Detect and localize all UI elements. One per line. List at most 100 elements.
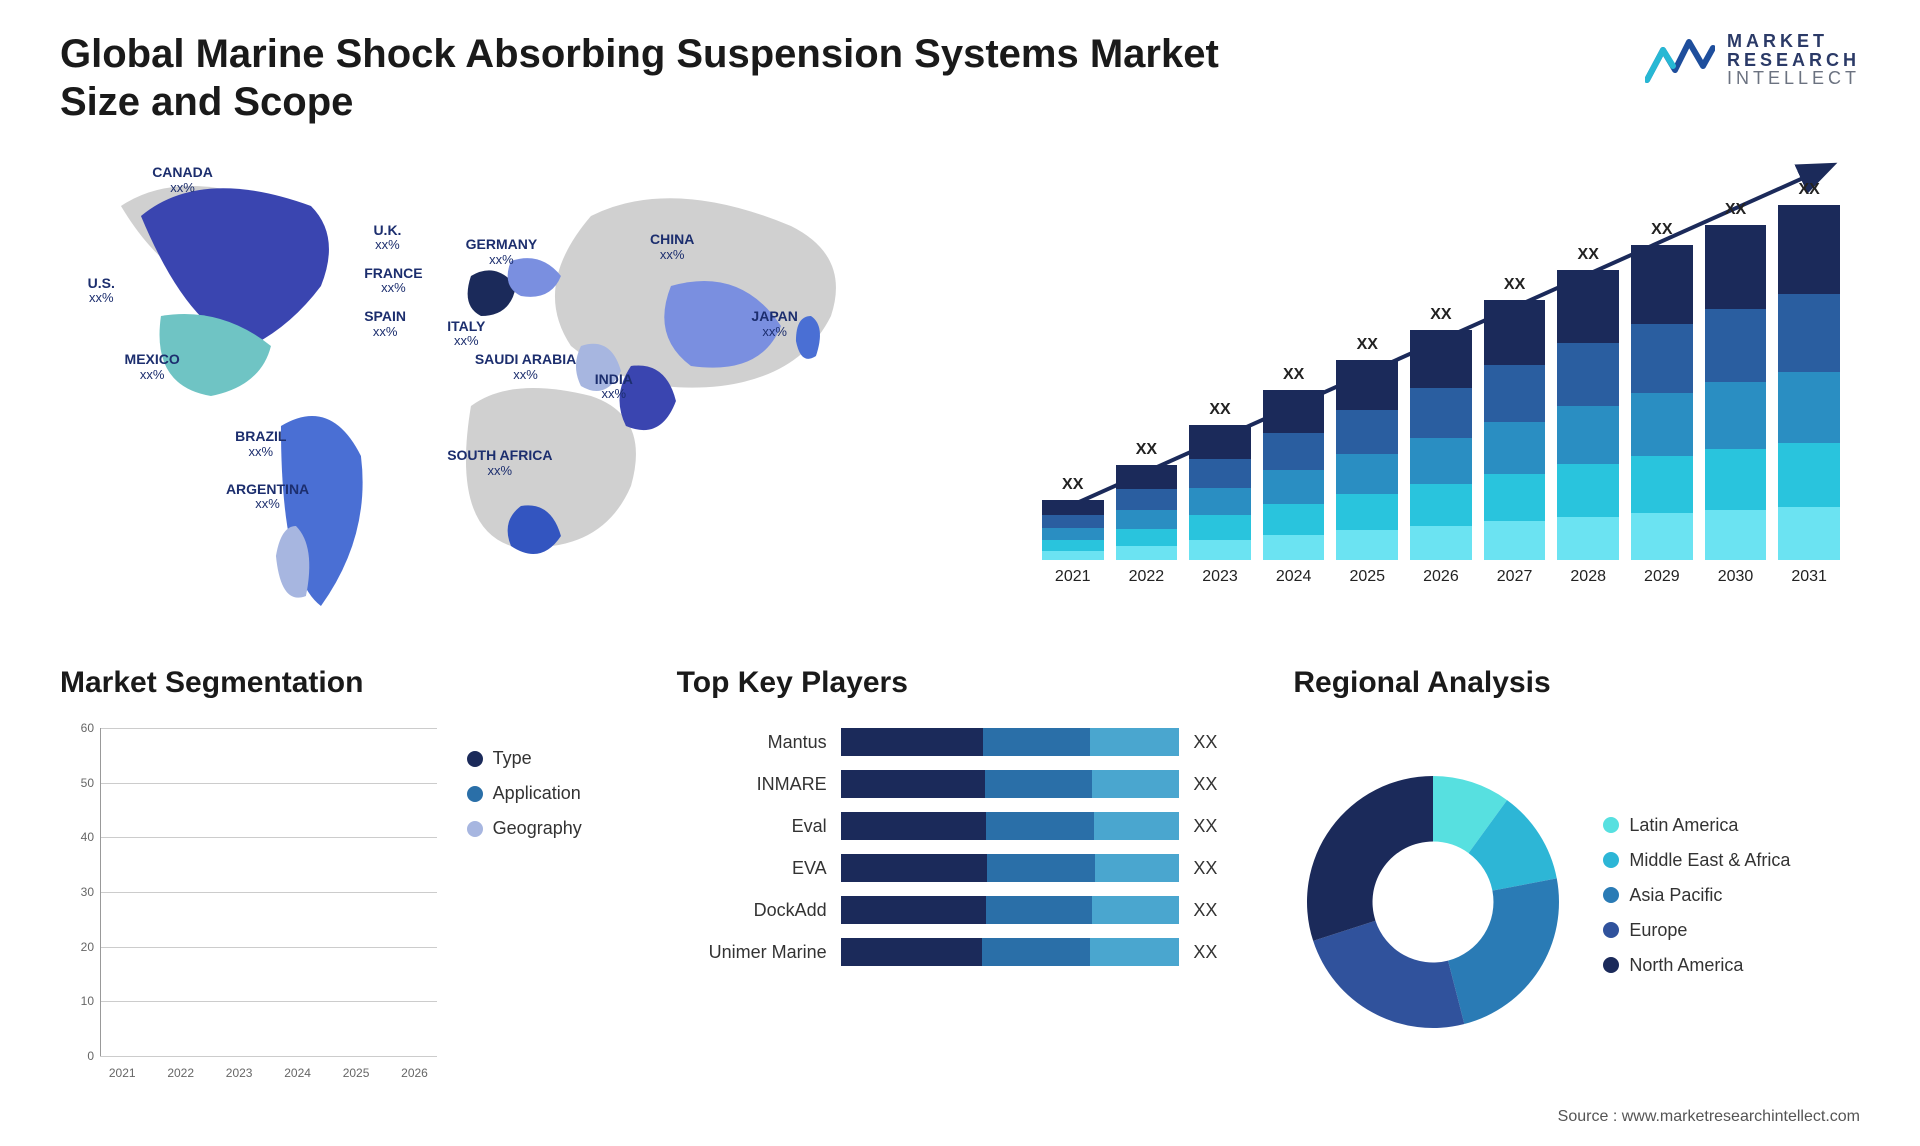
map-label: ITALYxx% [447,319,485,349]
kp-bar-segment [987,854,1095,882]
growth-bar-value: XX [1504,276,1525,294]
kp-bar-segment [841,770,985,798]
regional-donut [1293,762,1573,1042]
growth-bar-column: XX2030 [1705,201,1767,586]
seg-y-tick: 30 [60,885,94,899]
growth-bar-value: XX [1136,441,1157,459]
kp-bar-segment [982,938,1090,966]
growth-bar-segment [1263,535,1325,561]
seg-y-tick: 0 [60,1049,94,1063]
map-label: SAUDI ARABIAxx% [475,352,576,382]
growth-bar-year: 2031 [1791,568,1827,586]
legend-label: North America [1629,955,1743,976]
growth-bar-segment [1557,464,1619,516]
growth-bar-segment [1336,410,1398,454]
growth-bar-segment [1631,393,1693,456]
logo-line1: MARKET [1727,32,1860,51]
growth-bar-value: XX [1651,221,1672,239]
growth-bar-year: 2022 [1129,568,1165,586]
growth-bar-segment [1263,504,1325,535]
seg-x-tick: 2021 [100,1066,144,1080]
world-map-svg [60,146,982,626]
growth-bar-segment [1042,551,1104,560]
legend-label: Europe [1629,920,1687,941]
growth-bar-segment [1778,372,1840,443]
growth-bar-column: XX2026 [1410,306,1472,586]
seg-x-tick: 2022 [158,1066,202,1080]
growth-bar-segment [1042,500,1104,515]
growth-bar-segment [1116,529,1178,546]
growth-bar-year: 2029 [1644,568,1680,586]
growth-bar-segment [1631,456,1693,513]
kp-row: DockAddXX [677,896,1244,924]
regional-title: Regional Analysis [1293,666,1860,700]
growth-bar-segment [1116,489,1178,510]
growth-bar-value: XX [1798,181,1819,199]
kp-bar-segment [841,896,986,924]
donut-slice [1448,878,1559,1024]
growth-bar-segment [1484,300,1546,365]
kp-bar [841,896,1180,924]
growth-bar-value: XX [1062,476,1083,494]
donut-legend-item: Latin America [1603,815,1860,836]
kp-bar [841,770,1180,798]
growth-bar-segment [1484,422,1546,474]
kp-bar-segment [985,770,1092,798]
growth-bar-segment [1705,382,1767,449]
kp-bar-segment [1090,728,1179,756]
kp-name: Unimer Marine [677,942,827,963]
kp-bar [841,938,1180,966]
legend-label: Middle East & Africa [1629,850,1790,871]
seg-x-tick: 2025 [334,1066,378,1080]
growth-bar-segment [1189,459,1251,489]
growth-bars: XX2021XX2022XX2023XX2024XX2025XX2026XX20… [1042,176,1840,586]
growth-bar-segment [1484,365,1546,422]
growth-bar-segment [1705,225,1767,309]
growth-bar-year: 2025 [1349,568,1385,586]
kp-row: Unimer MarineXX [677,938,1244,966]
kp-value: XX [1193,774,1243,795]
legend-dot-icon [1603,852,1619,868]
growth-bar-segment [1042,540,1104,551]
map-label: CANADAxx% [152,165,213,195]
growth-bar-segment [1336,360,1398,410]
key-players-title: Top Key Players [677,666,1244,700]
growth-bar-segment [1189,425,1251,459]
kp-bar-segment [1095,854,1180,882]
growth-bar-segment [1410,484,1472,525]
seg-y-tick: 10 [60,994,94,1008]
legend-label: Geography [493,818,582,839]
kp-bar-segment [983,728,1090,756]
kp-value: XX [1193,732,1243,753]
donut-slice [1314,921,1465,1028]
growth-bar-segment [1263,390,1325,433]
kp-name: EVA [677,858,827,879]
key-players-panel: Top Key Players MantusXXINMAREXXEvalXXEV… [677,666,1244,1086]
row-2: Market Segmentation 20212022202320242025… [60,666,1860,1086]
seg-gridline [100,1056,437,1057]
segmentation-body: 202120222023202420252026 0102030405060 T… [60,718,627,1086]
map-label: FRANCExx% [364,266,422,296]
growth-bar-segment [1778,443,1840,507]
growth-bar-segment [1336,454,1398,494]
legend-label: Latin America [1629,815,1738,836]
growth-bar-column: XX2021 [1042,476,1104,586]
source-text: Source : www.marketresearchintellect.com [1558,1108,1860,1126]
seg-gridline [100,1056,437,1057]
donut-legend-item: Middle East & Africa [1603,850,1860,871]
growth-bar-segment [1557,343,1619,407]
map-label: ARGENTINAxx% [226,482,309,512]
seg-bars [100,728,437,1056]
growth-bar-segment [1705,449,1767,509]
seg-y-tick: 50 [60,776,94,790]
legend-dot-icon [1603,817,1619,833]
growth-bar-column: XX2027 [1484,276,1546,586]
growth-bar-segment [1189,488,1251,515]
kp-value: XX [1193,900,1243,921]
kp-bar [841,854,1180,882]
growth-bar-value: XX [1283,366,1304,384]
map-label: BRAZILxx% [235,429,286,459]
map-label: MEXICOxx% [125,352,180,382]
legend-dot-icon [1603,957,1619,973]
growth-bar-segment [1116,510,1178,529]
